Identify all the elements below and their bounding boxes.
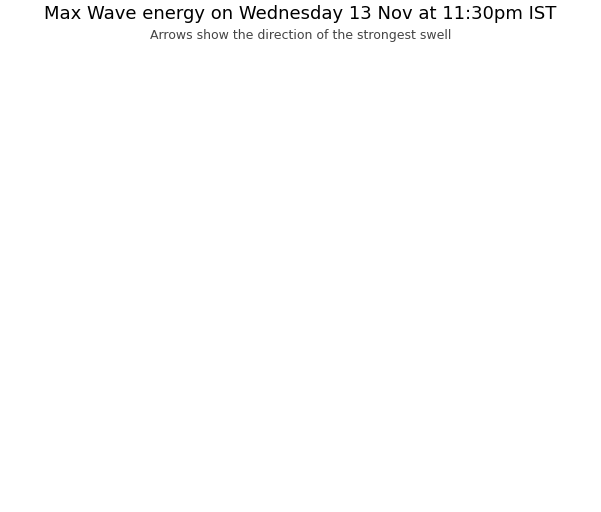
Text: Arrows show the direction of the strongest swell: Arrows show the direction of the stronge…: [150, 29, 451, 41]
Text: Max Wave energy on Wednesday 13 Nov at 11:30pm IST: Max Wave energy on Wednesday 13 Nov at 1…: [44, 6, 557, 24]
